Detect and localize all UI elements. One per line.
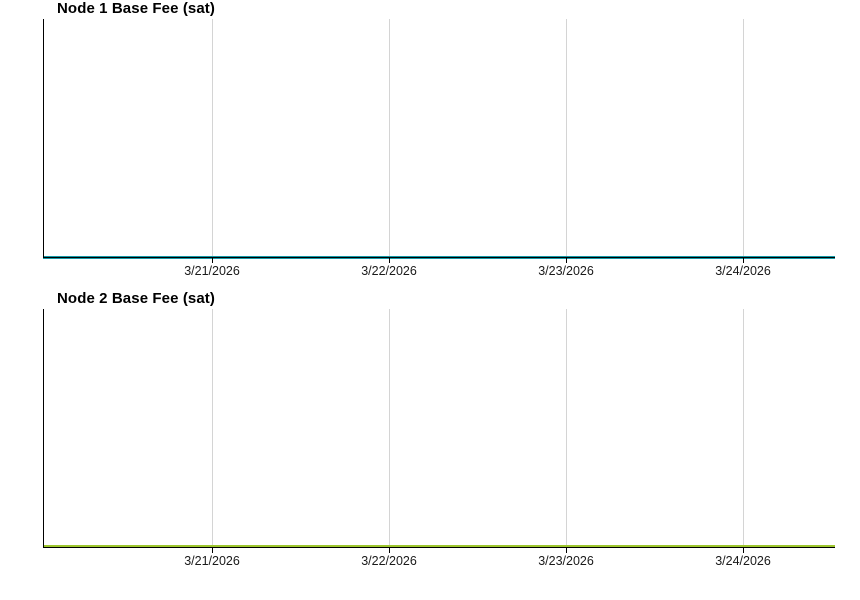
gridline bbox=[743, 309, 744, 548]
y-axis-line bbox=[43, 19, 44, 258]
x-axis-tick-label: 3/21/2026 bbox=[184, 554, 240, 568]
gridline bbox=[389, 19, 390, 258]
x-axis-tick-label: 3/24/2026 bbox=[715, 554, 771, 568]
gridline bbox=[212, 309, 213, 548]
x-axis-line bbox=[43, 257, 835, 258]
x-axis-tick bbox=[389, 258, 390, 263]
gridline bbox=[389, 309, 390, 548]
x-axis-tick bbox=[389, 548, 390, 553]
plot-area bbox=[43, 19, 835, 263]
x-axis-tick bbox=[743, 548, 744, 553]
gridline bbox=[566, 19, 567, 258]
x-axis-tick-label: 3/24/2026 bbox=[715, 264, 771, 278]
x-axis-labels: 3/21/2026 3/22/2026 3/23/2026 3/24/2026 bbox=[43, 264, 835, 282]
x-axis-tick-label: 3/22/2026 bbox=[361, 264, 417, 278]
x-axis-tick-label: 3/21/2026 bbox=[184, 264, 240, 278]
x-axis-tick bbox=[212, 258, 213, 263]
x-axis-tick bbox=[743, 258, 744, 263]
x-axis-tick-label: 3/23/2026 bbox=[538, 554, 594, 568]
y-axis-line bbox=[43, 309, 44, 548]
x-axis-tick-label: 3/23/2026 bbox=[538, 264, 594, 278]
plot-area bbox=[43, 309, 835, 553]
gridline bbox=[566, 309, 567, 548]
chart-title: Node 2 Base Fee (sat) bbox=[57, 290, 215, 307]
series-line-node2 bbox=[43, 545, 835, 547]
x-axis-labels: 3/21/2026 3/22/2026 3/23/2026 3/24/2026 bbox=[43, 554, 835, 572]
chart-node1-base-fee: Node 1 Base Fee (sat) 3/21/2026 3/22/2026… bbox=[0, 0, 860, 288]
gridline bbox=[212, 19, 213, 258]
x-axis-line bbox=[43, 547, 835, 548]
gridline bbox=[743, 19, 744, 258]
x-axis-tick bbox=[566, 548, 567, 553]
x-axis-tick-label: 3/22/2026 bbox=[361, 554, 417, 568]
x-axis-tick bbox=[212, 548, 213, 553]
chart-node2-base-fee: Node 2 Base Fee (sat) 3/21/2026 3/22/2026… bbox=[0, 290, 860, 578]
x-axis-tick bbox=[566, 258, 567, 263]
chart-title: Node 1 Base Fee (sat) bbox=[57, 0, 215, 17]
